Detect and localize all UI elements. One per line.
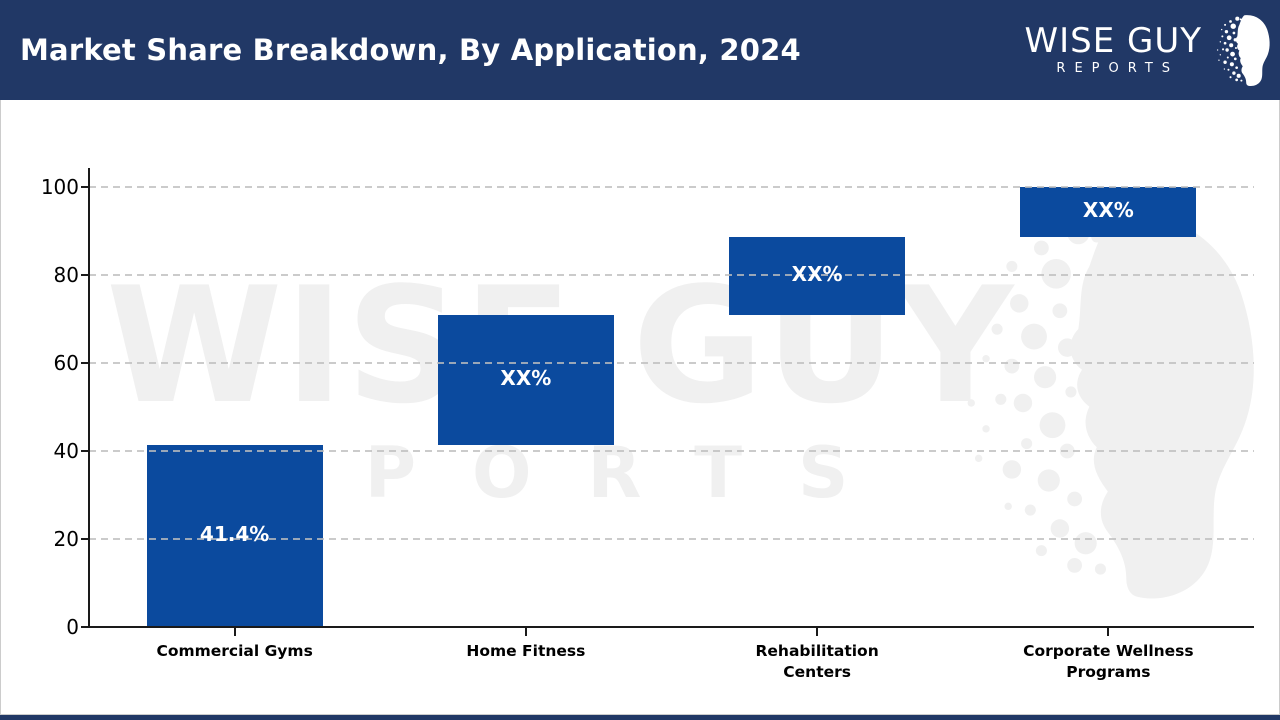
x-tick: [524, 628, 527, 636]
x-category-label: Corporate Wellness Programs: [1023, 642, 1194, 681]
y-tick-label-20: 20: [53, 527, 79, 551]
y-tick-label-80: 80: [53, 263, 79, 287]
wise-guy-reports-logo: WISE GUY REPORTS: [1024, 4, 1272, 96]
gridline-20: [89, 538, 1254, 540]
bar-segment: [729, 237, 906, 316]
logo-text: WISE GUY REPORTS: [1024, 21, 1202, 76]
logo-subtitle: REPORTS: [1056, 60, 1180, 76]
gridline-100: [89, 186, 1254, 188]
y-tick-label-100: 100: [40, 175, 79, 199]
bar-segment: [1020, 187, 1197, 238]
gridline-40: [89, 450, 1254, 452]
chart-title: Market Share Breakdown, By Application, …: [20, 33, 801, 67]
logo-wordmark: WISE GUY: [1024, 21, 1202, 62]
x-category-label: Home Fitness: [466, 642, 586, 660]
y-tick-100: [81, 186, 89, 188]
bar-value-label: XX%: [500, 366, 552, 391]
gridline-80: [89, 274, 1254, 276]
y-tick-label-40: 40: [53, 439, 79, 463]
y-tick-80: [81, 274, 89, 276]
y-axis-line: [88, 168, 90, 628]
y-tick-0: [81, 626, 89, 628]
x-tick: [1107, 628, 1110, 636]
bar-segment: [146, 444, 323, 627]
footer-accent-strip: [0, 715, 1280, 720]
bar-value-label: XX%: [1082, 198, 1134, 223]
bar-segment: [437, 315, 614, 445]
x-tick: [233, 628, 236, 636]
watermark-dotted-head-icon: [883, 200, 1280, 606]
y-tick-label-60: 60: [53, 351, 79, 375]
x-axis-line: [88, 626, 1254, 628]
y-tick-60: [81, 362, 89, 364]
x-category-label: Rehabilitation Centers: [755, 642, 879, 681]
y-tick-label-0: 0: [66, 615, 79, 639]
x-tick: [816, 628, 819, 636]
dotted-head-profile-icon: [1204, 7, 1272, 93]
gridline-60: [89, 362, 1254, 364]
bar-value-label: 41.4%: [199, 521, 270, 546]
y-tick-20: [81, 538, 89, 540]
y-tick-40: [81, 450, 89, 452]
chart-canvas: WISE GUY REPORTS 0 20 40 60 80 100 41.4% Commer…: [0, 100, 1280, 715]
x-category-label: Commercial Gyms: [156, 642, 313, 660]
header-bar: Market Share Breakdown, By Application, …: [0, 0, 1280, 100]
bar-value-label: XX%: [791, 262, 843, 287]
